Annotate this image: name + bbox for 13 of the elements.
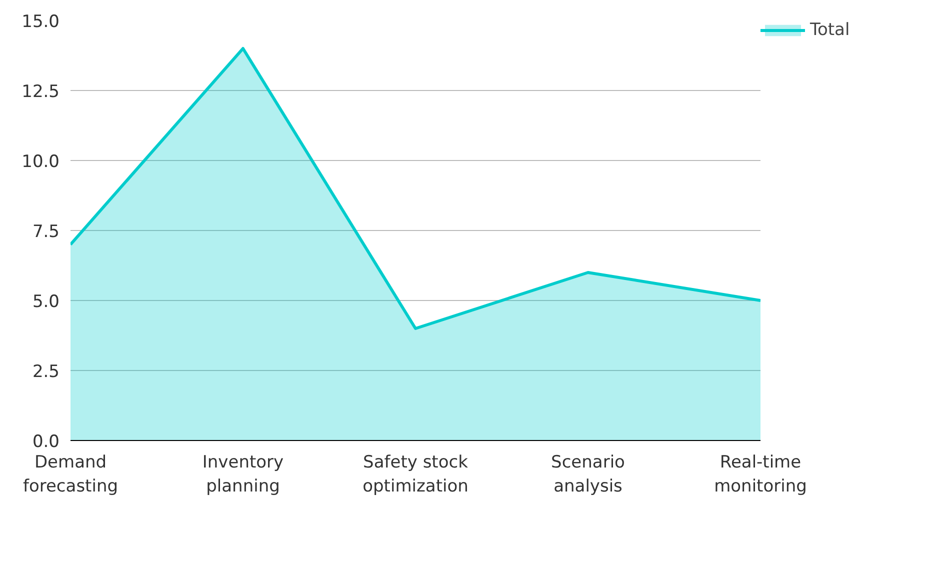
y-tick-label: 15.0 xyxy=(22,12,60,32)
legend-label: Total xyxy=(810,20,850,40)
y-tick-label: 12.5 xyxy=(22,82,60,102)
y-tick-label: 0.0 xyxy=(32,432,60,452)
x-tick-label: Safety stock optimization xyxy=(362,452,468,496)
y-tick-label: 5.0 xyxy=(32,292,60,312)
x-tick-label: Scenario analysis xyxy=(551,452,625,496)
y-tick-label: 2.5 xyxy=(32,362,60,382)
x-tick-label: Demand forecasting xyxy=(22,452,118,496)
x-tick-label: Real-time monitoring xyxy=(714,452,807,496)
y-tick-label: 7.5 xyxy=(32,222,60,242)
x-tick-label: Inventory planning xyxy=(202,452,284,496)
y-tick-label: 10.0 xyxy=(22,152,60,172)
